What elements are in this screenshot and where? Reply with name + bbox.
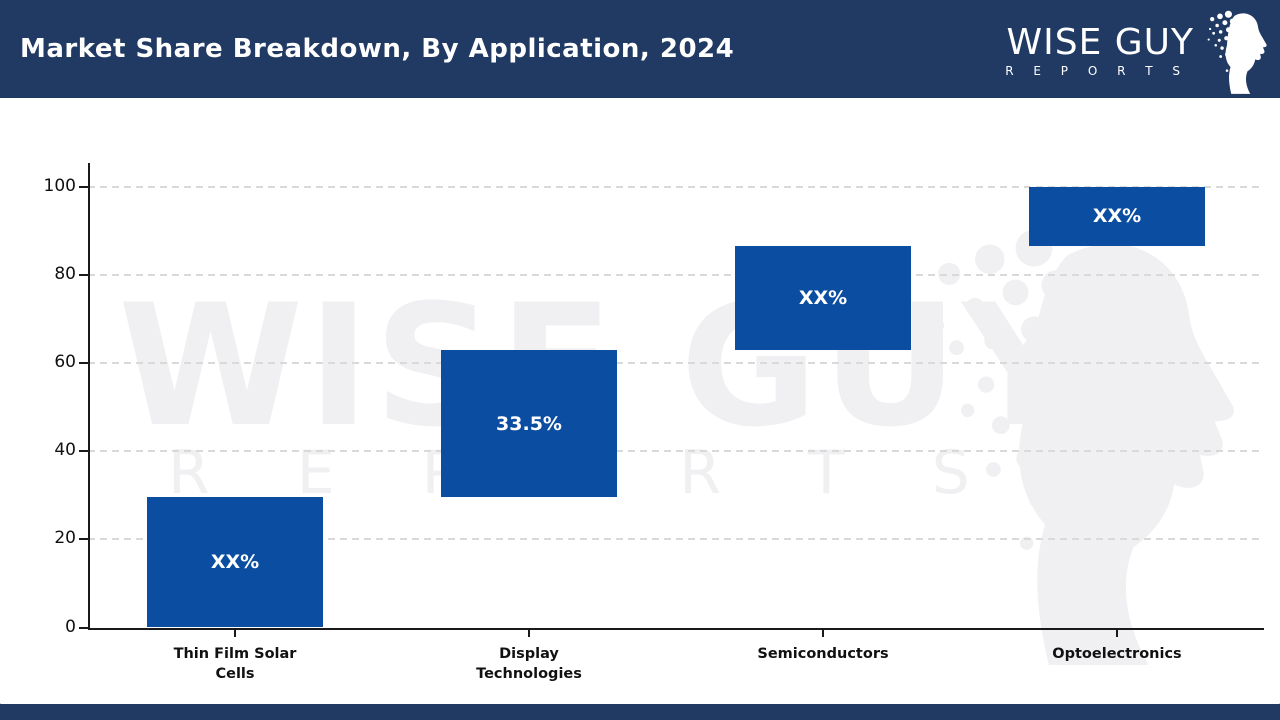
y-tick-label: 60 (54, 352, 76, 373)
footer-bar (0, 704, 1280, 720)
y-axis-spine (88, 163, 90, 630)
bar-segment: 33.5% (441, 349, 617, 498)
x-tick-mark (822, 627, 824, 637)
category-label: Thin Film Solar Cells (173, 645, 297, 682)
category-label: Optoelectronics (1052, 645, 1182, 662)
y-tick-label: 0 (65, 616, 76, 637)
x-tick-mark (528, 627, 530, 637)
category-label: Display Technologies (476, 645, 582, 682)
brand-logo: WISE GUY R E P O R T S (1005, 4, 1272, 94)
brand-wordmark: WISE GUY (1006, 22, 1194, 63)
y-tick-mark (79, 185, 88, 188)
gridline (88, 362, 1264, 365)
x-tick-mark (1116, 627, 1118, 637)
bar-segment: XX% (1029, 186, 1205, 247)
category-label: Semiconductors (757, 645, 889, 662)
bar-segment: XX% (147, 497, 323, 628)
x-axis-spine (88, 627, 1264, 630)
x-tick-mark (234, 627, 236, 637)
gridline (88, 273, 1264, 276)
brand-sub-wordmark: R E P O R T S (1005, 64, 1188, 78)
gridline (88, 538, 1264, 541)
gridline (88, 185, 1264, 188)
y-tick-mark (79, 450, 88, 453)
waterfall-plot: 0 20 40 60 80 100 XX% 33.5% XX% XX% Thin Film Sola… (0, 98, 1280, 703)
bar-value-label: XX% (798, 286, 848, 309)
gridline (88, 450, 1264, 453)
y-tick-mark (79, 362, 88, 365)
bar-segment: XX% (735, 246, 911, 350)
y-tick-mark (79, 273, 88, 276)
bar-value-label: XX% (210, 551, 260, 574)
y-tick-mark (79, 626, 88, 629)
y-tick-mark (79, 538, 88, 541)
page-title: Market Share Breakdown, By Application, … (20, 34, 735, 64)
chart-area: WISE GUY R E P O R T S 020406080100XX%33… (0, 98, 1280, 703)
y-tick-label: 20 (54, 528, 76, 549)
bar-value-label: 33.5% (496, 412, 562, 435)
header-bar: Market Share Breakdown, By Application, … (0, 0, 1280, 98)
y-tick-label: 80 (54, 263, 76, 284)
dotted-head-icon (1207, 10, 1267, 94)
bar-value-label: XX% (1092, 205, 1142, 228)
y-tick-label: 100 (43, 175, 76, 196)
y-tick-label: 40 (54, 440, 76, 461)
